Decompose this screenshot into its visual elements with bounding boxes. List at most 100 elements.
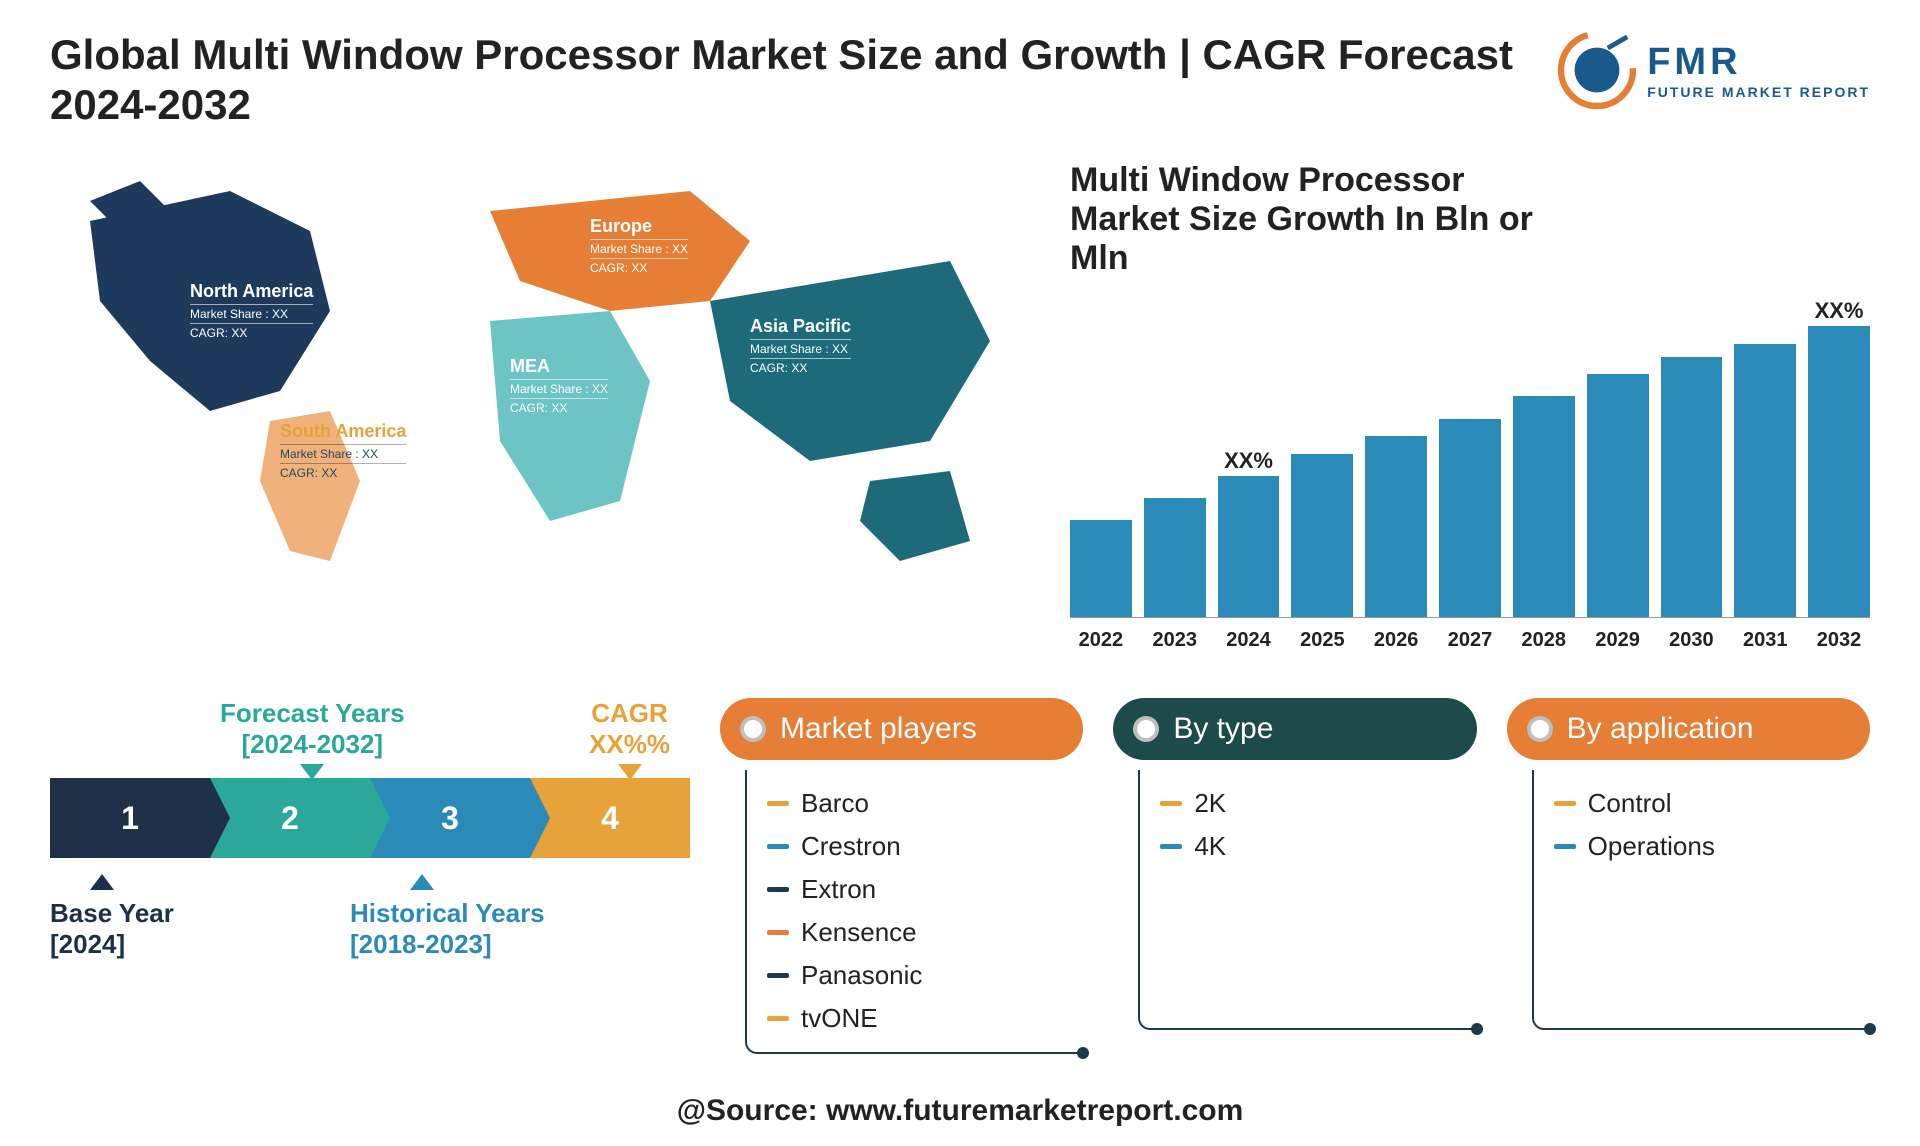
bar-2032: XX%2032	[1808, 326, 1870, 617]
bar-label: 2030	[1669, 629, 1714, 652]
bar-2022: 2022	[1070, 520, 1132, 617]
bar-annotation: XX%	[1224, 448, 1273, 474]
bar-label: 2026	[1374, 629, 1419, 652]
list-item-label: Operations	[1588, 831, 1715, 862]
by-application-pill: By application	[1507, 698, 1870, 760]
source-text: @Source: www.futuremarketreport.com	[50, 1094, 1870, 1128]
tick-icon	[767, 844, 789, 849]
logo-sub-text: FUTURE MARKET REPORT	[1647, 84, 1870, 100]
growth-chart: Multi Window Processor Market Size Growt…	[1070, 161, 1870, 618]
list-item: Panasonic	[747, 954, 1083, 997]
brand-logo: FMR FUTURE MARKET REPORT	[1557, 30, 1870, 110]
timeline-seg-3: 3	[370, 778, 530, 858]
bar	[1291, 454, 1353, 617]
list-item: Kensence	[747, 911, 1083, 954]
region-ap-name: Asia Pacific	[750, 316, 851, 336]
list-item: Operations	[1534, 825, 1870, 868]
bar-label: 2027	[1448, 629, 1493, 652]
timeline-seg-1: 1	[50, 778, 210, 858]
region-mea-name: MEA	[510, 356, 550, 376]
region-ap-share: Market Share : XX	[750, 339, 851, 356]
region-eu-share: Market Share : XX	[590, 239, 688, 256]
list-item: Extron	[747, 868, 1083, 911]
bar-2023: 2023	[1144, 498, 1206, 617]
list-item: Barco	[747, 782, 1083, 825]
bar	[1439, 419, 1501, 618]
tick-icon	[767, 1016, 789, 1021]
tick-icon	[767, 973, 789, 978]
region-mea-share: Market Share : XX	[510, 379, 608, 396]
tick-icon	[767, 801, 789, 806]
page-title: Global Multi Window Processor Market Siz…	[50, 30, 1550, 131]
region-ap-cagr: CAGR: XX	[750, 358, 851, 375]
bar	[1808, 326, 1870, 617]
region-na-cagr: CAGR: XX	[190, 323, 313, 340]
list-item: Crestron	[747, 825, 1083, 868]
bar-annotation: XX%	[1815, 298, 1864, 324]
bar	[1365, 436, 1427, 617]
bar-2027: 2027	[1439, 419, 1501, 618]
list-item-label: Control	[1588, 788, 1672, 819]
region-mea-cagr: CAGR: XX	[510, 398, 608, 415]
tick-icon	[1554, 844, 1576, 849]
by-type-pill: By type	[1113, 698, 1476, 760]
list-item-label: Barco	[801, 788, 869, 819]
bar-label: 2031	[1743, 629, 1788, 652]
bar-2030: 2030	[1661, 357, 1723, 617]
tick-icon	[1554, 801, 1576, 806]
logo-main-text: FMR	[1647, 41, 1870, 84]
bar-label: 2029	[1595, 629, 1640, 652]
logo-icon	[1557, 30, 1637, 110]
list-item: 4K	[1140, 825, 1476, 868]
bar	[1661, 357, 1723, 617]
bar-2029: 2029	[1587, 374, 1649, 617]
list-item-label: Extron	[801, 874, 876, 905]
region-na-share: Market Share : XX	[190, 304, 313, 321]
list-item-label: Crestron	[801, 831, 901, 862]
bar-label: 2022	[1079, 629, 1124, 652]
cagr-label: CAGR XX%%	[589, 698, 670, 760]
by-type-col: By type 2K 4K	[1113, 698, 1476, 1054]
bar-2028: 2028	[1513, 396, 1575, 617]
list-item: Control	[1534, 782, 1870, 825]
list-item-label: 4K	[1194, 831, 1226, 862]
list-item-label: Kensence	[801, 917, 917, 948]
region-na-name: North America	[190, 281, 313, 301]
by-application-col: By application Control Operations	[1507, 698, 1870, 1054]
bar	[1513, 396, 1575, 617]
tick-icon	[1160, 844, 1182, 849]
tick-icon	[767, 887, 789, 892]
forecast-label: Forecast Years [2024-2032]	[220, 698, 405, 760]
tick-icon	[1160, 801, 1182, 806]
list-item-label: Panasonic	[801, 960, 922, 991]
bar	[1734, 344, 1796, 618]
region-eu-cagr: CAGR: XX	[590, 258, 688, 275]
chart-title: Multi Window Processor Market Size Growt…	[1070, 161, 1570, 278]
market-players-pill: Market players	[720, 698, 1083, 760]
bar	[1587, 374, 1649, 617]
bar	[1218, 476, 1280, 617]
bar	[1144, 498, 1206, 617]
region-sa-cagr: CAGR: XX	[280, 463, 406, 480]
bar	[1070, 520, 1132, 617]
world-map: North America Market Share : XX CAGR: XX…	[50, 161, 1030, 581]
historical-label: Historical Years [2018-2023]	[350, 898, 545, 960]
list-item-label: 2K	[1194, 788, 1226, 819]
timeline-seg-4: 4	[530, 778, 690, 858]
list-item: 2K	[1140, 782, 1476, 825]
list-item: tvONE	[747, 997, 1083, 1040]
timeline-seg-2: 2	[210, 778, 370, 858]
tick-icon	[767, 930, 789, 935]
bar-label: 2023	[1152, 629, 1197, 652]
bar-label: 2025	[1300, 629, 1345, 652]
bar-label: 2032	[1817, 629, 1862, 652]
bar-2026: 2026	[1365, 436, 1427, 617]
base-label: Base Year [2024]	[50, 898, 174, 960]
bar-2031: 2031	[1734, 344, 1796, 618]
market-players-col: Market players Barco Crestron Extron Kensen…	[720, 698, 1083, 1054]
bar-2024: XX%2024	[1218, 476, 1280, 617]
region-sa-name: South America	[280, 421, 406, 441]
timeline: Forecast Years [2024-2032] CAGR XX%% 123…	[50, 698, 690, 1054]
bar-2025: 2025	[1291, 454, 1353, 617]
region-eu-name: Europe	[590, 216, 652, 236]
